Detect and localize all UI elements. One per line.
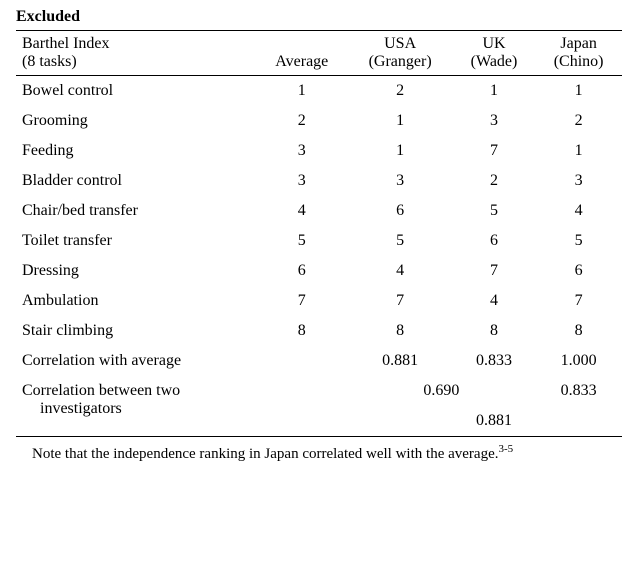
row-avg: 8 <box>256 316 347 346</box>
corr-avg-jp: 1.000 <box>535 346 622 376</box>
col0-line1: Barthel Index <box>22 35 110 52</box>
table-row: Stair climbing8888 <box>16 316 622 346</box>
col2-line2: (Granger) <box>369 53 432 70</box>
corr-avg-uk: 0.833 <box>453 346 535 376</box>
row-avg: 6 <box>256 256 347 286</box>
row-jp: 3 <box>535 166 622 196</box>
col0-line2: (8 tasks) <box>22 53 77 70</box>
row-avg: 5 <box>256 226 347 256</box>
row-uk: 7 <box>453 136 535 166</box>
corr-between-right: 0.833 <box>535 376 622 406</box>
row-label: Bowel control <box>16 76 256 107</box>
col-header-usa: USA (Granger) <box>347 31 452 76</box>
table-row: Dressing6476 <box>16 256 622 286</box>
col-header-japan: Japan (Chino) <box>535 31 622 76</box>
corr-avg-row: Correlation with average 0.881 0.833 1.0… <box>16 346 622 376</box>
row-usa: 1 <box>347 106 452 136</box>
row-avg: 7 <box>256 286 347 316</box>
row-usa: 3 <box>347 166 452 196</box>
row-uk: 1 <box>453 76 535 107</box>
col1-label: Average <box>275 53 328 70</box>
corr-between-below: 0.881 <box>453 406 535 437</box>
corr-avg-usa: 0.881 <box>347 346 452 376</box>
row-uk: 2 <box>453 166 535 196</box>
row-label: Dressing <box>16 256 256 286</box>
row-uk: 6 <box>453 226 535 256</box>
col-header-average: Average <box>256 31 347 76</box>
table-row: Feeding3171 <box>16 136 622 166</box>
table-row: Toilet transfer5565 <box>16 226 622 256</box>
excluded-label: Excluded <box>16 8 622 26</box>
col4-line1: Japan <box>560 35 596 52</box>
row-label: Stair climbing <box>16 316 256 346</box>
row-label: Grooming <box>16 106 256 136</box>
row-jp: 6 <box>535 256 622 286</box>
col3-line2: (Wade) <box>471 53 518 70</box>
row-usa: 8 <box>347 316 452 346</box>
row-avg: 3 <box>256 166 347 196</box>
table-row: Bladder control3323 <box>16 166 622 196</box>
row-usa: 6 <box>347 196 452 226</box>
row-usa: 7 <box>347 286 452 316</box>
row-uk: 3 <box>453 106 535 136</box>
row-uk: 5 <box>453 196 535 226</box>
corr-between-row1: Correlation between two investigators 0.… <box>16 376 622 406</box>
col2-line1: USA <box>384 35 416 52</box>
col-header-uk: UK (Wade) <box>453 31 535 76</box>
row-label: Chair/bed transfer <box>16 196 256 226</box>
row-jp: 1 <box>535 136 622 166</box>
col4-line2: (Chino) <box>554 53 604 70</box>
row-uk: 4 <box>453 286 535 316</box>
corr-between-mid: 0.690 <box>347 376 535 406</box>
row-jp: 8 <box>535 316 622 346</box>
row-label: Toilet transfer <box>16 226 256 256</box>
row-uk: 7 <box>453 256 535 286</box>
row-avg: 4 <box>256 196 347 226</box>
corr-between-line2: investigators <box>22 400 122 417</box>
barthel-table: Barthel Index (8 tasks) Average USA (Gra… <box>16 30 622 437</box>
row-avg: 3 <box>256 136 347 166</box>
row-avg: 1 <box>256 76 347 107</box>
row-usa: 4 <box>347 256 452 286</box>
corr-between-label: Correlation between two investigators <box>16 376 256 437</box>
row-usa: 5 <box>347 226 452 256</box>
row-usa: 2 <box>347 76 452 107</box>
row-jp: 1 <box>535 76 622 107</box>
row-label: Ambulation <box>16 286 256 316</box>
corr-between-line1: Correlation between two <box>22 382 180 399</box>
row-avg: 2 <box>256 106 347 136</box>
row-uk: 8 <box>453 316 535 346</box>
row-usa: 1 <box>347 136 452 166</box>
row-jp: 5 <box>535 226 622 256</box>
table-row: Bowel control1211 <box>16 76 622 107</box>
row-jp: 7 <box>535 286 622 316</box>
table-row: Chair/bed transfer4654 <box>16 196 622 226</box>
footnote-sup: 3-5 <box>498 443 513 455</box>
row-jp: 4 <box>535 196 622 226</box>
col3-line1: UK <box>482 35 505 52</box>
col-header-tasks: Barthel Index (8 tasks) <box>16 31 256 76</box>
footnote: Note that the independence ranking in Ja… <box>16 443 622 463</box>
row-label: Bladder control <box>16 166 256 196</box>
table-row: Ambulation7747 <box>16 286 622 316</box>
footnote-text: Note that the independence ranking in Ja… <box>32 446 498 462</box>
corr-avg-label: Correlation with average <box>16 346 256 376</box>
row-jp: 2 <box>535 106 622 136</box>
row-label: Feeding <box>16 136 256 166</box>
table-row: Grooming2132 <box>16 106 622 136</box>
